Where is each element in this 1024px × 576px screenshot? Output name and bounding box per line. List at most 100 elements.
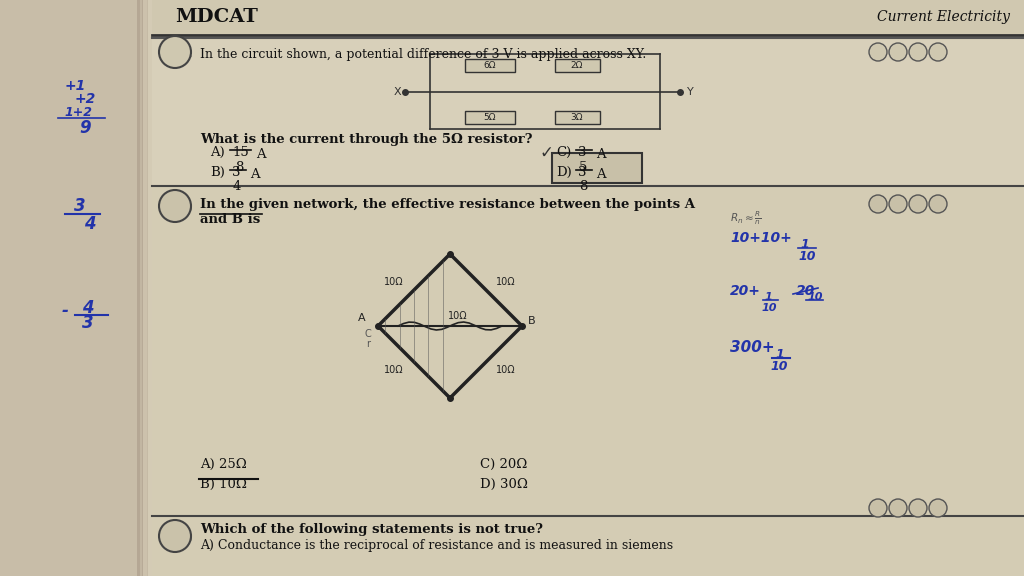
Text: 4: 4 bbox=[233, 180, 242, 193]
Text: A) Conductance is the reciprocal of resistance and is measured in siemens: A) Conductance is the reciprocal of resi… bbox=[200, 539, 673, 552]
Text: 1: 1 bbox=[800, 237, 809, 251]
Text: B): B) bbox=[210, 166, 225, 179]
Text: D: D bbox=[935, 503, 941, 513]
Circle shape bbox=[159, 36, 191, 68]
Bar bbox=[152, 516, 1024, 576]
Text: 8: 8 bbox=[234, 161, 244, 174]
Text: A): A) bbox=[210, 146, 224, 159]
Text: A: A bbox=[596, 169, 605, 181]
Text: Q: Q bbox=[171, 530, 179, 540]
Text: A: A bbox=[250, 169, 260, 181]
Text: Current Electricity: Current Electricity bbox=[877, 10, 1010, 24]
Circle shape bbox=[869, 43, 887, 61]
Circle shape bbox=[889, 43, 907, 61]
Text: 3: 3 bbox=[82, 314, 94, 332]
Bar bbox=[430, 54, 660, 129]
Text: 4: 4 bbox=[82, 299, 94, 317]
Text: 5Ω: 5Ω bbox=[483, 113, 497, 122]
Text: A) 25Ω: A) 25Ω bbox=[200, 458, 247, 471]
Text: In the circuit shown, a potential difference of 3 V is applied across XY.: In the circuit shown, a potential differ… bbox=[200, 48, 646, 61]
Text: +1: +1 bbox=[65, 79, 86, 93]
Text: X: X bbox=[393, 87, 400, 97]
Text: Q: Q bbox=[171, 46, 179, 56]
Text: 20+: 20+ bbox=[730, 284, 761, 298]
Text: 10: 10 bbox=[770, 359, 787, 373]
Text: 4: 4 bbox=[84, 215, 96, 233]
Text: 15: 15 bbox=[232, 146, 249, 159]
Text: C: C bbox=[914, 199, 922, 209]
Text: D) 30Ω: D) 30Ω bbox=[480, 478, 528, 491]
Text: 8: 8 bbox=[579, 180, 588, 193]
Text: 1: 1 bbox=[765, 292, 773, 302]
Bar bbox=[152, 38, 1024, 186]
Bar bbox=[555, 59, 600, 72]
Bar bbox=[0, 0, 155, 576]
Text: 10: 10 bbox=[798, 249, 815, 263]
Text: 3Ω: 3Ω bbox=[570, 113, 584, 122]
Text: 10Ω: 10Ω bbox=[497, 365, 516, 375]
Circle shape bbox=[929, 43, 947, 61]
Text: Which of the following statements is not true?: Which of the following statements is not… bbox=[200, 523, 543, 536]
Text: B: B bbox=[895, 47, 901, 56]
Text: 3: 3 bbox=[232, 166, 241, 179]
Text: 10Ω: 10Ω bbox=[497, 277, 516, 287]
Text: 1: 1 bbox=[775, 347, 783, 361]
Text: B: B bbox=[895, 503, 901, 513]
Bar bbox=[147, 0, 153, 576]
Text: 2Ω: 2Ω bbox=[570, 61, 584, 70]
Text: A: A bbox=[596, 149, 605, 161]
Text: What is the current through the 5Ω resistor?: What is the current through the 5Ω resis… bbox=[200, 133, 532, 146]
Text: Q: Q bbox=[171, 200, 179, 210]
Text: ✓: ✓ bbox=[540, 144, 554, 162]
Text: 3: 3 bbox=[74, 197, 86, 215]
Text: .18: .18 bbox=[180, 51, 191, 59]
Text: C): C) bbox=[556, 146, 571, 159]
Text: B: B bbox=[895, 199, 901, 209]
Text: 3: 3 bbox=[578, 146, 587, 159]
Text: .19: .19 bbox=[180, 204, 193, 214]
Text: B: B bbox=[528, 316, 536, 326]
Circle shape bbox=[909, 43, 927, 61]
Circle shape bbox=[929, 499, 947, 517]
Bar bbox=[152, 0, 1024, 576]
Text: 6Ω: 6Ω bbox=[483, 61, 497, 70]
Circle shape bbox=[929, 195, 947, 213]
Text: A: A bbox=[874, 503, 881, 513]
Text: B) 10Ω: B) 10Ω bbox=[200, 478, 247, 491]
Text: C) 20Ω: C) 20Ω bbox=[480, 458, 527, 471]
Bar bbox=[140, 0, 1024, 576]
Text: MDCAT: MDCAT bbox=[175, 8, 258, 26]
Circle shape bbox=[889, 499, 907, 517]
Text: C: C bbox=[365, 329, 372, 339]
Text: D: D bbox=[935, 199, 941, 209]
Text: 10: 10 bbox=[808, 292, 823, 302]
Bar bbox=[142, 0, 148, 576]
Text: +2: +2 bbox=[75, 92, 95, 106]
Text: In the given network, the effective resistance between the points A: In the given network, the effective resi… bbox=[200, 198, 695, 211]
Circle shape bbox=[159, 190, 191, 222]
Text: .20: .20 bbox=[180, 535, 193, 544]
Text: D: D bbox=[935, 47, 941, 56]
Text: -: - bbox=[61, 302, 69, 320]
Text: 5: 5 bbox=[579, 161, 588, 174]
Text: A: A bbox=[874, 47, 881, 56]
Text: 10: 10 bbox=[762, 303, 777, 313]
Text: A: A bbox=[874, 199, 881, 209]
Circle shape bbox=[869, 499, 887, 517]
Circle shape bbox=[909, 195, 927, 213]
Bar bbox=[465, 111, 515, 124]
Circle shape bbox=[889, 195, 907, 213]
Text: A: A bbox=[256, 149, 265, 161]
Text: 9: 9 bbox=[79, 119, 91, 137]
Text: 20: 20 bbox=[796, 284, 815, 298]
Circle shape bbox=[869, 195, 887, 213]
Text: Y: Y bbox=[687, 87, 693, 97]
Text: C: C bbox=[914, 47, 922, 56]
Bar bbox=[555, 111, 600, 124]
Text: 10Ω: 10Ω bbox=[384, 365, 403, 375]
Text: A: A bbox=[358, 313, 366, 323]
Text: 10Ω: 10Ω bbox=[449, 311, 468, 321]
Bar bbox=[465, 59, 515, 72]
Circle shape bbox=[159, 520, 191, 552]
Bar bbox=[552, 153, 642, 183]
